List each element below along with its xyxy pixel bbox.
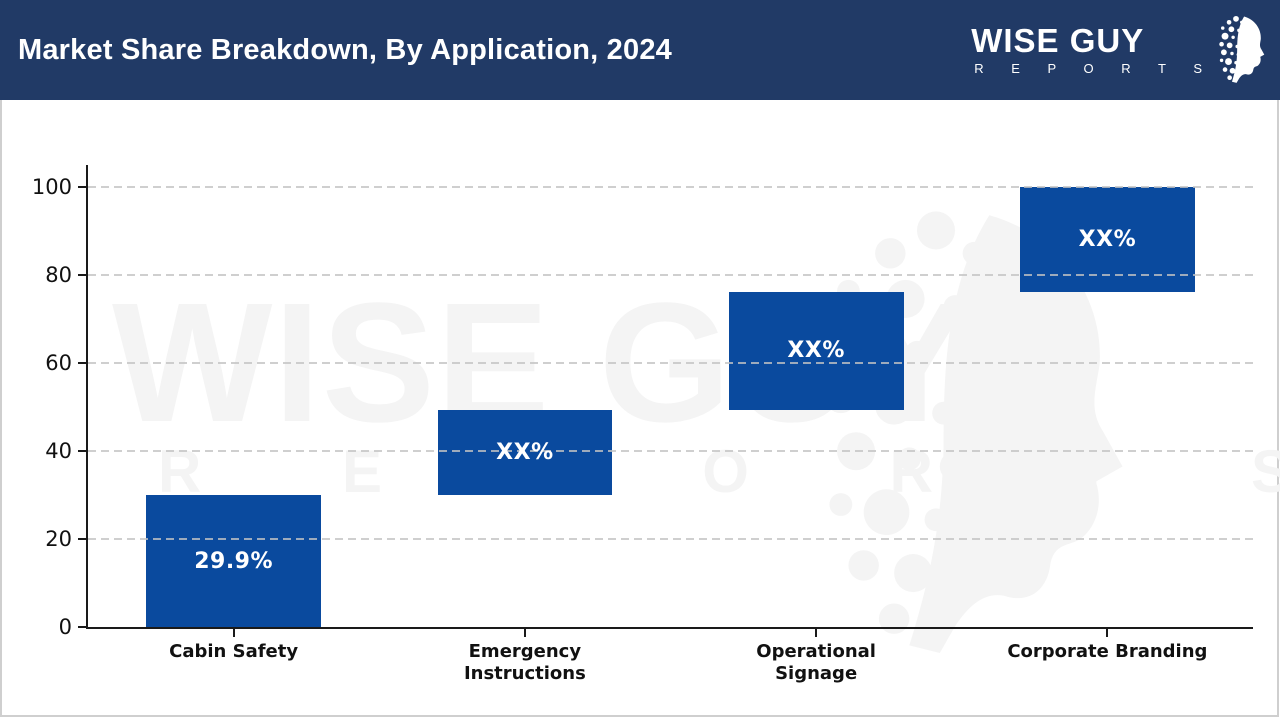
y-tick-label: 80	[45, 263, 72, 287]
y-tick-label: 0	[58, 615, 72, 639]
y-gridline	[88, 450, 1253, 452]
frame-border	[1277, 100, 1279, 717]
x-tick-mark	[1106, 629, 1109, 637]
y-tick-mark	[78, 450, 88, 452]
x-category-label-line: Corporate Branding	[1007, 641, 1208, 662]
bar-value-label: 29.9%	[194, 548, 274, 574]
x-category-label: Operational Signage	[671, 641, 962, 685]
waterfall-bar	[728, 291, 904, 411]
x-category-label-line: Instructions	[463, 663, 586, 684]
y-axis-line	[86, 165, 88, 629]
x-category-label: Emergency Instructions	[379, 641, 670, 685]
x-category-label-line: Emergency	[468, 641, 582, 662]
y-tick-label: 20	[45, 527, 72, 551]
y-tick-label: 100	[31, 175, 72, 199]
y-tick-mark	[78, 362, 88, 364]
x-tick-mark	[815, 629, 818, 637]
bar-value-label: XX%	[1078, 226, 1137, 252]
x-category-label-line: Cabin Safety	[169, 641, 299, 662]
logo-reports: R E P O R T S	[974, 61, 1214, 76]
y-tick-mark	[78, 538, 88, 540]
dotted-face-icon	[1219, 15, 1265, 83]
x-tick-mark	[523, 629, 526, 637]
x-tick-mark	[232, 629, 235, 637]
y-tick-label: 60	[45, 351, 72, 375]
page-title: Market Share Breakdown, By Application, …	[18, 33, 672, 66]
waterfall-bar	[146, 495, 321, 627]
header-bar: Market Share Breakdown, By Application, …	[0, 0, 1280, 100]
y-tick-mark	[78, 186, 88, 188]
bar-value-label: XX%	[787, 338, 845, 364]
y-tick-label: 40	[45, 439, 72, 463]
waterfall-bar	[437, 410, 613, 496]
wise-guy-reports-logo: WISE GUY R E P O R T S	[971, 11, 1266, 89]
y-gridline	[88, 186, 1253, 188]
y-gridline	[88, 274, 1253, 276]
x-category-label: Cabin Safety	[88, 641, 379, 663]
x-category-label-line: Operational	[756, 641, 876, 662]
x-category-label: Corporate Branding	[962, 641, 1253, 663]
y-tick-mark	[78, 274, 88, 276]
logo-text: WISE GUY R E P O R T S	[971, 24, 1214, 76]
x-axis-line	[86, 627, 1253, 629]
frame-border	[0, 100, 2, 717]
y-gridline	[88, 362, 1253, 364]
logo-name: WISE GUY	[971, 22, 1145, 59]
y-gridline	[88, 538, 1253, 540]
frame-border	[0, 715, 1279, 717]
x-category-label-line: Signage	[775, 663, 858, 684]
y-tick-mark	[78, 626, 88, 628]
bar-value-label: XX%	[496, 440, 554, 466]
